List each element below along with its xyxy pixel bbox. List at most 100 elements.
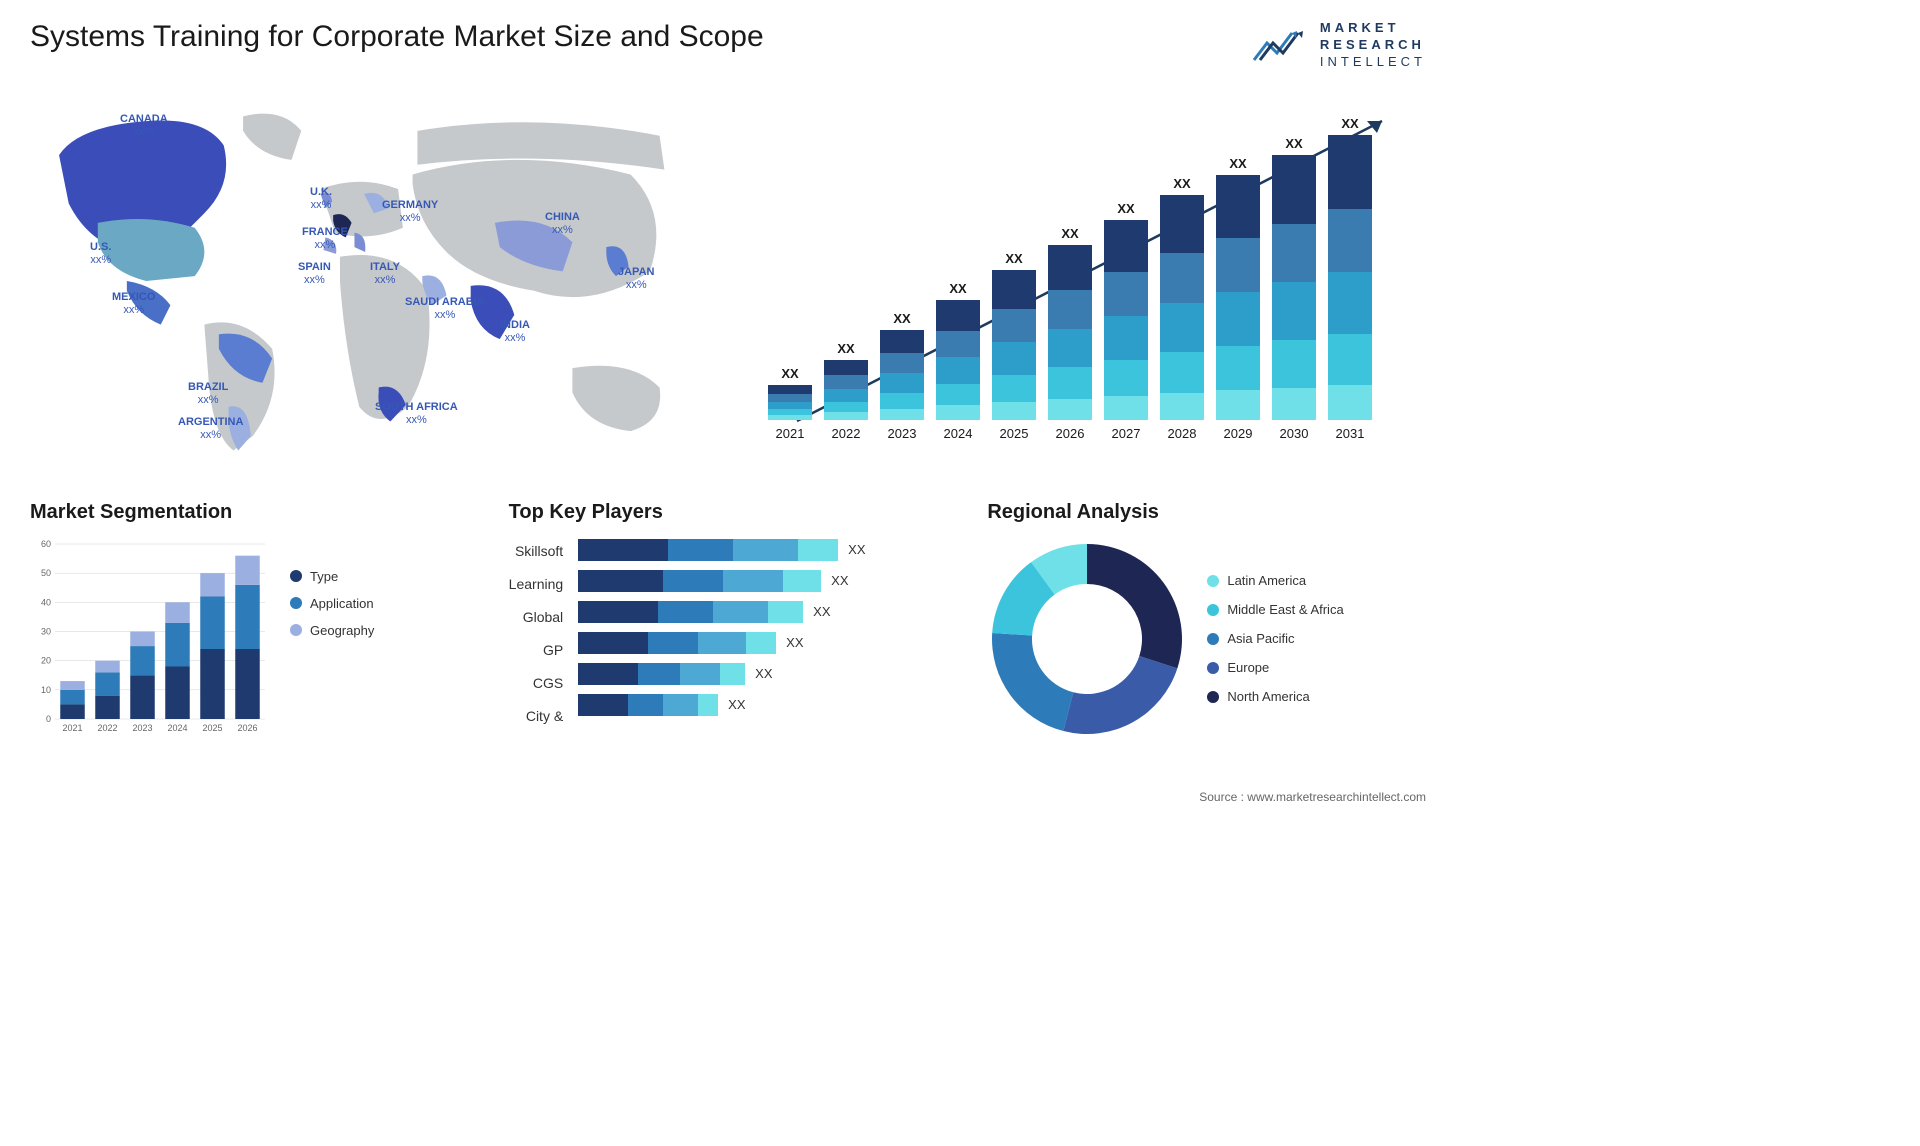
player-label-learning: Learning <box>509 576 564 598</box>
player-bar-global: XX <box>578 601 865 623</box>
growth-year-label: 2021 <box>776 426 805 441</box>
map-label-japan: JAPANxx% <box>618 266 654 292</box>
source-text: Source : www.marketresearchintellect.com <box>1199 790 1426 804</box>
regional-legend-north-america: North America <box>1207 689 1343 704</box>
growth-bar-2028: XX 2028 <box>1160 176 1204 441</box>
player-label-city-&: City & <box>509 708 564 730</box>
map-label-brazil: BRAZILxx% <box>188 381 228 407</box>
segmentation-chart: 0 10 20 30 40 50 60 2021 2022 2023 2024 2025 2026 <box>30 539 270 739</box>
player-bar-learning: XX <box>578 570 865 592</box>
segmentation-title: Market Segmentation <box>30 501 469 524</box>
regional-title: Regional Analysis <box>987 501 1426 524</box>
segmentation-section: Market Segmentation 0 10 20 30 40 50 60 2021 202… <box>30 501 469 739</box>
regional-legend-asia-pacific: Asia Pacific <box>1207 631 1343 646</box>
regional-legend-latin-america: Latin America <box>1207 573 1343 588</box>
svg-text:2024: 2024 <box>167 723 187 733</box>
player-bar-city-&: XX <box>578 694 865 716</box>
seg-legend-geography: Geography <box>290 623 374 638</box>
brand-logo: MARKET RESEARCH INTELLECT <box>1252 20 1426 71</box>
growth-year-label: 2022 <box>832 426 861 441</box>
svg-text:60: 60 <box>41 539 51 549</box>
growth-value-label: XX <box>1117 201 1134 216</box>
world-map: CANADAxx% U.S.xx% MEXICOxx% BRAZILxx% ARGENT… <box>30 91 708 471</box>
svg-text:10: 10 <box>41 685 51 695</box>
growth-year-label: 2028 <box>1168 426 1197 441</box>
map-label-argentina: ARGENTINAxx% <box>178 416 243 442</box>
map-label-canada: CANADAxx% <box>120 113 168 139</box>
svg-text:2025: 2025 <box>202 723 222 733</box>
growth-value-label: XX <box>1285 136 1302 151</box>
logo-line1: MARKET <box>1320 20 1426 37</box>
growth-value-label: XX <box>1173 176 1190 191</box>
growth-year-label: 2025 <box>1000 426 1029 441</box>
growth-bar-2029: XX 2029 <box>1216 156 1260 441</box>
growth-bar-2022: XX 2022 <box>824 341 868 441</box>
growth-bar-2031: XX2031 <box>1328 116 1372 441</box>
map-label-italy: ITALYxx% <box>370 261 400 287</box>
map-label-u.s.: U.S.xx% <box>90 241 111 267</box>
svg-text:2022: 2022 <box>97 723 117 733</box>
map-label-south-africa: SOUTH AFRICAxx% <box>375 401 458 427</box>
players-section: Top Key Players Skillsoft Learning Global G… <box>509 501 948 739</box>
growth-bar-2030: XX 2030 <box>1272 136 1316 441</box>
growth-value-label: XX <box>1229 156 1246 171</box>
player-value-label: XX <box>831 573 848 588</box>
growth-bar-2021: XX 2021 <box>768 366 812 441</box>
regional-donut <box>987 539 1187 739</box>
regional-legend-europe: Europe <box>1207 660 1343 675</box>
player-label-cgs: CGS <box>509 675 564 697</box>
map-label-china: CHINAxx% <box>545 211 580 237</box>
svg-text:30: 30 <box>41 626 51 636</box>
player-label-skillsoft: Skillsoft <box>509 543 564 565</box>
svg-text:50: 50 <box>41 568 51 578</box>
player-bar-skillsoft: XX <box>578 539 865 561</box>
seg-legend-application: Application <box>290 596 374 611</box>
growth-value-label: XX <box>1005 251 1022 266</box>
player-label-gp: GP <box>509 642 564 664</box>
map-label-u.k.: U.K.xx% <box>310 186 332 212</box>
growth-value-label: XX <box>1061 226 1078 241</box>
growth-year-label: 2024 <box>944 426 973 441</box>
players-title: Top Key Players <box>509 501 948 524</box>
svg-text:0: 0 <box>46 714 51 724</box>
growth-year-label: 2031 <box>1336 426 1365 441</box>
growth-value-label: XX <box>893 311 910 326</box>
player-bar-cgs: XX <box>578 663 865 685</box>
regional-section: Regional Analysis Latin America Middle Ea… <box>987 501 1426 739</box>
regional-legend-middle-east-africa: Middle East & Africa <box>1207 602 1343 617</box>
growth-year-label: 2023 <box>888 426 917 441</box>
map-label-france: FRANCExx% <box>302 226 348 252</box>
map-label-mexico: MEXICOxx% <box>112 291 155 317</box>
logo-line3: INTELLECT <box>1320 54 1426 71</box>
growth-bar-chart: XX2021XX2022XX2023XX2024XX2025XX2026XX20… <box>748 91 1426 471</box>
growth-bar-2027: XX 2027 <box>1104 201 1148 441</box>
growth-bar-2025: XX 2025 <box>992 251 1036 441</box>
player-label-global: Global <box>509 609 564 631</box>
growth-bar-2026: XX 2026 <box>1048 226 1092 441</box>
map-label-germany: GERMANYxx% <box>382 199 438 225</box>
svg-text:40: 40 <box>41 597 51 607</box>
player-value-label: XX <box>728 697 745 712</box>
growth-year-label: 2026 <box>1056 426 1085 441</box>
svg-text:2023: 2023 <box>132 723 152 733</box>
player-value-label: XX <box>755 666 772 681</box>
growth-year-label: 2029 <box>1224 426 1253 441</box>
growth-year-label: 2027 <box>1112 426 1141 441</box>
growth-value-label: XX <box>837 341 854 356</box>
logo-line2: RESEARCH <box>1320 37 1426 54</box>
seg-legend-type: Type <box>290 569 374 584</box>
player-value-label: XX <box>813 604 830 619</box>
svg-text:2021: 2021 <box>62 723 82 733</box>
player-value-label: XX <box>786 635 803 650</box>
svg-text:2026: 2026 <box>237 723 257 733</box>
world-map-svg <box>30 91 708 471</box>
growth-value-label: XX <box>781 366 798 381</box>
growth-bar-2024: XX2024 <box>936 281 980 441</box>
map-label-india: INDIAxx% <box>500 319 530 345</box>
page-title: Systems Training for Corporate Market Si… <box>30 20 764 54</box>
player-bar-gp: XX <box>578 632 865 654</box>
svg-text:20: 20 <box>41 655 51 665</box>
logo-icon <box>1252 25 1312 65</box>
growth-year-label: 2030 <box>1280 426 1309 441</box>
map-label-saudi-arabia: SAUDI ARABIAxx% <box>405 296 485 322</box>
